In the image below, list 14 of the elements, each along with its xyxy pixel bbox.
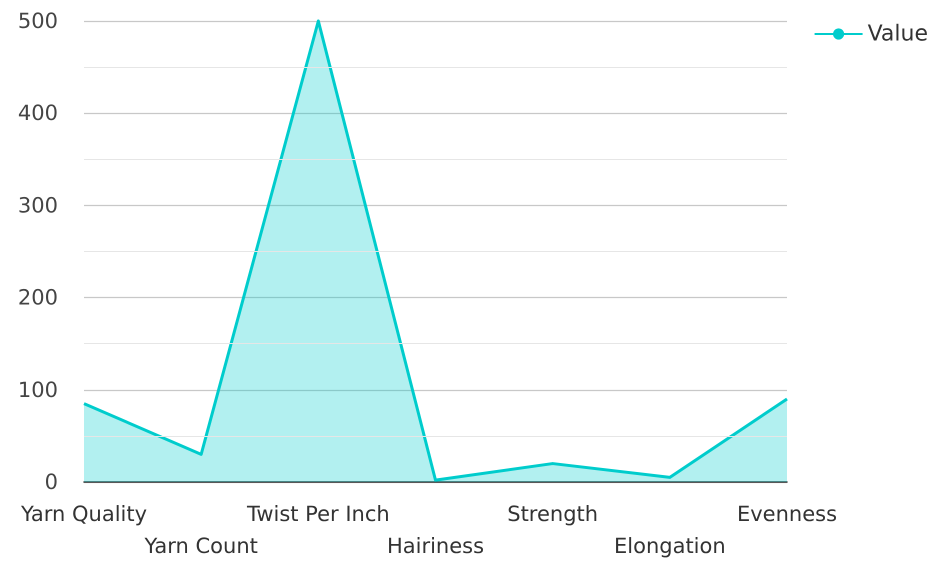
x-tick-label: Evenness — [736, 502, 838, 526]
x-tick-label: Twist Per Inch — [246, 502, 390, 526]
x-tick-label: Yarn Count — [143, 534, 258, 558]
x-tick-label: Elongation — [614, 534, 726, 558]
x-tick-label: Strength — [507, 502, 598, 526]
y-tick-label: 400 — [18, 101, 58, 126]
y-tick-label: 0 — [44, 470, 58, 494]
x-tick-label: Yarn Quality — [20, 502, 148, 526]
y-tick-label: 100 — [18, 378, 58, 402]
legend-label: Value — [868, 22, 928, 46]
y-tick-label: 300 — [18, 193, 58, 218]
x-tick-label: Hairiness — [386, 534, 484, 558]
y-tick-label: 500 — [18, 9, 58, 33]
y-tick-label: 200 — [18, 286, 58, 310]
